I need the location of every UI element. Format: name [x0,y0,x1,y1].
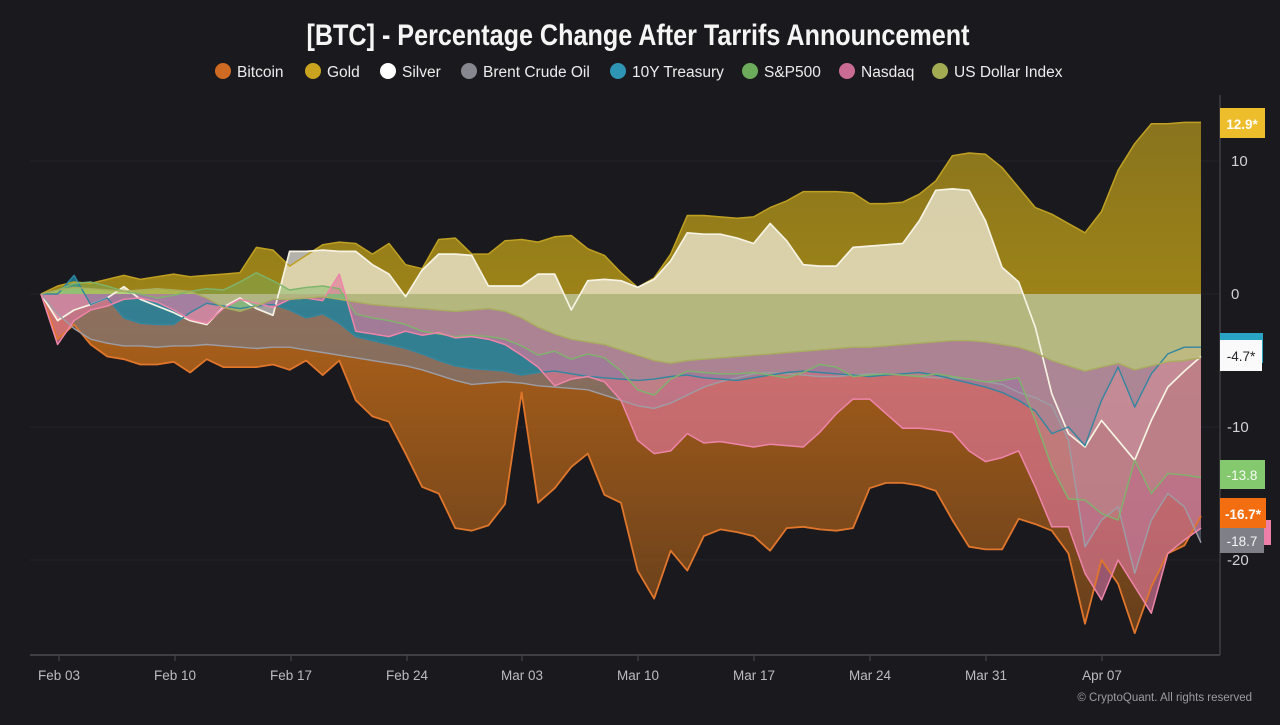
svg-text:Bitcoin: Bitcoin [237,64,284,81]
svg-text:[BTC] - Percentage Change Afte: [BTC] - Percentage Change After Tarrifs … [307,19,970,52]
svg-text:Mar 24: Mar 24 [849,668,892,683]
svg-text:12.9*: 12.9* [1226,117,1258,132]
svg-text:Feb 10: Feb 10 [154,668,196,683]
svg-text:Feb 17: Feb 17 [270,668,312,683]
svg-text:-4.7*: -4.7* [1227,349,1256,364]
svg-text:S&P500: S&P500 [764,64,821,81]
svg-text:-10: -10 [1227,419,1249,436]
svg-text:Gold: Gold [327,64,360,81]
svg-text:© CryptoQuant. All rights rese: © CryptoQuant. All rights reserved [1077,692,1252,704]
svg-text:Silver: Silver [402,64,441,81]
svg-text:Feb 03: Feb 03 [38,668,80,683]
svg-text:Apr 07: Apr 07 [1082,668,1122,683]
svg-text:10: 10 [1231,153,1248,170]
svg-text:-13.8: -13.8 [1227,468,1258,483]
svg-text:Nasdaq: Nasdaq [861,64,914,81]
svg-text:0: 0 [1231,286,1239,303]
svg-text:Mar 03: Mar 03 [501,668,543,683]
svg-text:Mar 17: Mar 17 [733,668,775,683]
svg-text:Mar 10: Mar 10 [617,668,659,683]
svg-text:-18.7: -18.7 [1227,534,1258,549]
svg-text:Mar 31: Mar 31 [965,668,1007,683]
svg-text:Feb 24: Feb 24 [386,668,429,683]
svg-text:Brent Crude Oil: Brent Crude Oil [483,64,590,81]
svg-text:US Dollar Index: US Dollar Index [954,64,1063,81]
svg-text:10Y Treasury: 10Y Treasury [632,64,724,81]
svg-text:-20: -20 [1227,552,1249,569]
svg-text:-16.7*: -16.7* [1225,507,1262,522]
